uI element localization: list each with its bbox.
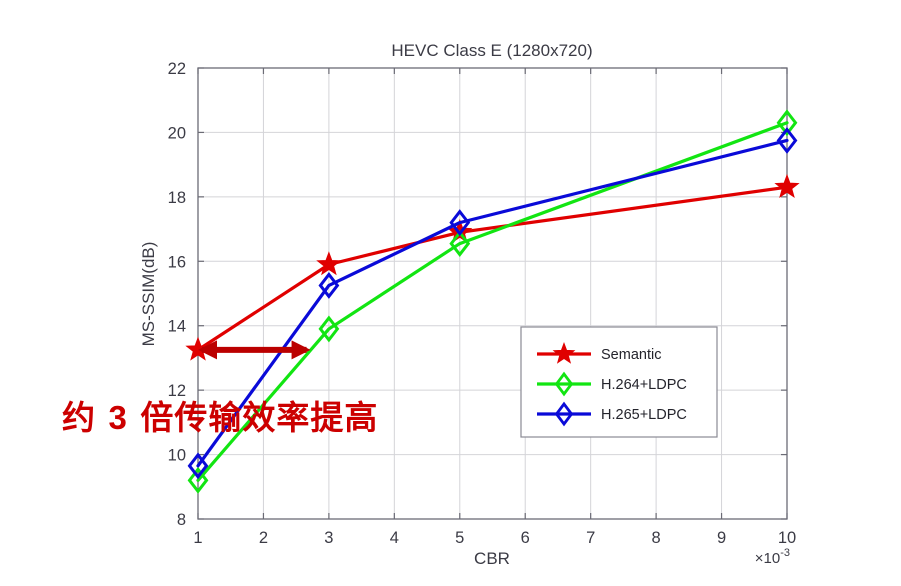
annotation-suffix: 倍传输效率提高 <box>127 398 379 437</box>
y-tick-label: 18 <box>168 189 186 207</box>
data-point-star <box>774 173 800 198</box>
legend-label: H.264+LDPC <box>601 377 687 393</box>
efficiency-gain-annotation: 约 3 倍传输效率提高 <box>62 391 378 439</box>
annotation-factor: 3 <box>108 399 128 436</box>
x-tick-label: 5 <box>455 529 464 547</box>
chart-legend: Semantic H.264+LDPC H.265+LDPC <box>520 326 718 438</box>
y-tick-labels: 8 10 12 14 16 18 20 22 <box>168 60 186 529</box>
data-point-diamond <box>449 230 471 258</box>
x-tick-label: 1 <box>193 529 202 547</box>
data-point-diamond <box>187 466 209 494</box>
legend-label: Semantic <box>601 347 661 363</box>
x-tick-label: 8 <box>652 529 661 547</box>
y-tick-label: 8 <box>177 511 186 529</box>
x-tick-label: 7 <box>586 529 595 547</box>
y-axis-label: MS-SSIM(dB) <box>139 242 158 347</box>
x-tick-label: 10 <box>778 529 796 547</box>
x-tick-label: 6 <box>521 529 530 547</box>
x-exponent-power: -3 <box>780 547 790 559</box>
y-tick-label: 10 <box>168 447 186 465</box>
data-point-star <box>316 251 342 276</box>
arrow-head <box>198 340 217 360</box>
x-tick-label: 3 <box>324 529 333 547</box>
series-line <box>196 138 789 468</box>
data-point-diamond <box>449 209 471 237</box>
x-tick-label: 2 <box>259 529 268 547</box>
legend-label: H.265+LDPC <box>601 407 687 423</box>
arrow-head <box>291 340 311 360</box>
data-point-diamond <box>187 452 209 480</box>
plot-background <box>198 68 787 519</box>
x-axis-exponent: ×10-3 <box>755 547 790 567</box>
y-tick-marks <box>198 67 787 520</box>
legend-marker-star <box>552 342 576 364</box>
plot-border <box>197 67 788 520</box>
x-tick-label: 9 <box>717 529 726 547</box>
data-point-diamond <box>318 315 340 343</box>
data-point-diamond <box>776 127 798 154</box>
y-tick-label: 12 <box>168 382 186 400</box>
series-line <box>196 185 789 352</box>
y-tick-label: 20 <box>168 124 186 142</box>
y-tick-label: 14 <box>168 318 186 336</box>
chart-title: HEVC Class E (1280x720) <box>391 41 592 60</box>
legend-marker-diamond <box>554 371 574 397</box>
legend-marker-diamond <box>554 401 574 427</box>
y-tick-label: 22 <box>168 60 186 78</box>
x-tick-marks <box>197 68 788 519</box>
x-axis-label: CBR <box>474 549 510 568</box>
data-point-diamond <box>318 271 340 299</box>
efficiency-arrow-annotation <box>198 340 311 360</box>
x-tick-label: 4 <box>390 529 399 547</box>
legend-box <box>520 326 718 438</box>
y-tick-label: 16 <box>168 253 186 271</box>
x-exponent-base: ×10 <box>755 550 780 567</box>
annotation-prefix: 约 <box>62 398 109 437</box>
data-point-diamond <box>776 109 798 137</box>
x-gridlines <box>262 68 723 519</box>
x-tick-labels: 1 2 3 4 5 6 7 8 9 10 <box>193 529 796 547</box>
data-series-layer <box>185 109 800 494</box>
